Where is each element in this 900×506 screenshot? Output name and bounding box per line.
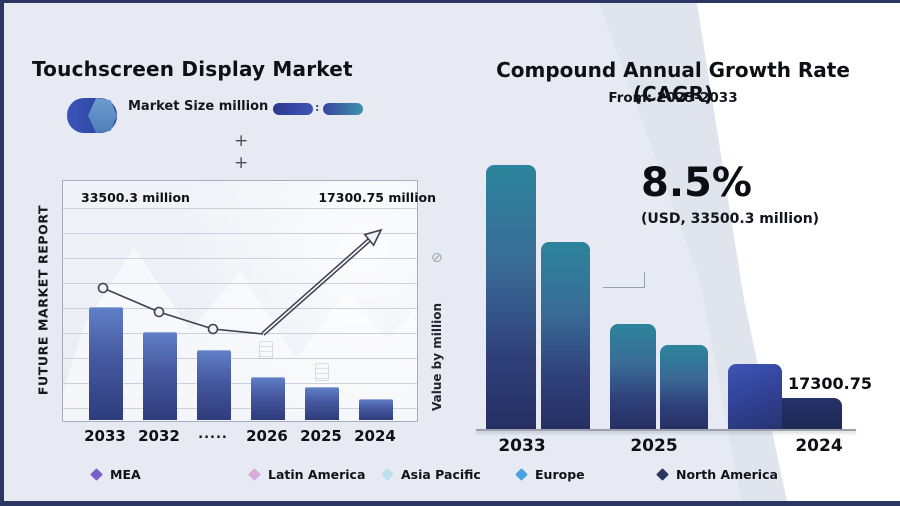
pill-separator: : [315, 101, 320, 114]
growth-arrow-line [263, 240, 372, 336]
annotation-start-value: 33500.3 million [81, 190, 190, 205]
bar-2024-a [728, 364, 782, 430]
legend-label: Europe [535, 467, 585, 482]
legend-diamond-icon [656, 468, 669, 481]
bar-2024-b [782, 398, 842, 430]
legend-label: MEA [110, 467, 141, 482]
future-market-report-watermark: FUTURE MARKET REPORT [35, 204, 51, 396]
bar-2025-a [610, 324, 656, 430]
right-chart-title: Compound Annual Growth Rate (CAGR) [496, 58, 850, 106]
legend-label: Asia Pacific [401, 467, 481, 482]
trend-marker [97, 282, 109, 294]
growth-arrow-line [261, 237, 370, 334]
value-axis-label: Value by million [430, 302, 444, 412]
frame-border-left [0, 0, 4, 506]
gridline [63, 233, 417, 234]
legend-diamond-icon [90, 468, 103, 481]
legend-diamond-icon [515, 468, 528, 481]
gridline [63, 283, 417, 284]
market-size-cylinder-icon [67, 98, 117, 133]
x-label-2032: 2032 [138, 427, 180, 445]
data-label-2024: 17300.75 [788, 374, 873, 393]
bar-..... [197, 350, 231, 420]
x-label-2025: 2025 [300, 427, 342, 445]
right-chart-subtitle: From: 2025-2033 [608, 90, 738, 106]
bar-2026 [251, 377, 285, 420]
document-watermark-icon [315, 363, 329, 381]
document-watermark-icon [259, 341, 273, 359]
trend-line [102, 287, 264, 335]
gridline [63, 308, 417, 309]
trend-overlay [97, 228, 383, 336]
plus-decoration-icon: + [234, 153, 249, 173]
gradient-pill-navy [273, 103, 313, 115]
bar-2025-b [660, 345, 708, 430]
bar-2025 [305, 387, 339, 420]
cagr-note: (USD, 33500.3 million) [641, 211, 820, 227]
right-chart-axis-line [476, 429, 856, 431]
cagr-value: 8.5% [641, 160, 752, 206]
x-label-2025: 2025 [630, 436, 678, 456]
left-chart-panel: 33500.3 million 17300.75 million [62, 180, 436, 422]
legend-item-mea: MEA [90, 467, 141, 482]
legend-label: North America [676, 467, 778, 482]
trend-marker [153, 306, 165, 318]
frame-border-top [0, 0, 900, 3]
legend-item-north-america: North America [656, 467, 778, 482]
gradient-pill-teal [323, 103, 363, 115]
trend-marker [207, 323, 219, 335]
bar-2024 [359, 399, 393, 420]
x-label-2033: 2033 [498, 436, 546, 456]
gridline [63, 208, 417, 209]
prohibition-watermark-icon: ⊘ [431, 250, 443, 266]
legend-label: Latin America [268, 467, 366, 482]
gridline [63, 358, 417, 359]
x-label-2024: 2024 [795, 436, 843, 456]
growth-arrow-head [363, 228, 383, 247]
frame-border-bottom [0, 501, 900, 506]
x-label-2026: 2026 [246, 427, 288, 445]
bar-2033 [89, 307, 123, 420]
left-chart-title: Touchscreen Display Market [32, 57, 353, 81]
left-chart-plot-area [63, 181, 417, 421]
bar-2032 [143, 332, 177, 420]
legend-diamond-icon [381, 468, 394, 481]
gridline [63, 258, 417, 259]
legend-item-latin-america: Latin America [248, 467, 366, 482]
x-label-2033: 2033 [84, 427, 126, 445]
market-size-label: Market Size million [128, 99, 269, 114]
bar-2033-a [486, 165, 536, 430]
step-line-decoration [603, 272, 645, 288]
x-label-.....: ..... [198, 427, 228, 442]
legend-item-asia-pacific: Asia Pacific [381, 467, 481, 482]
gridline [63, 383, 417, 384]
bar-2033-b [541, 242, 590, 430]
gridline [63, 408, 417, 409]
annotation-end-value: 17300.75 million [318, 190, 436, 205]
legend-diamond-icon [248, 468, 261, 481]
gridline [63, 333, 417, 334]
legend-item-europe: Europe [515, 467, 585, 482]
x-label-2024: 2024 [354, 427, 396, 445]
plus-decoration-icon: + [234, 131, 249, 151]
